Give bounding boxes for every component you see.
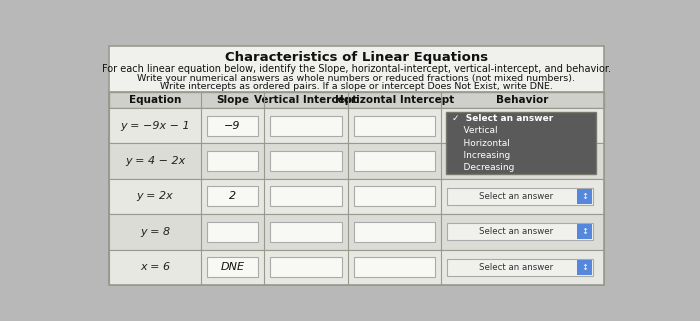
Text: Write your numerical answers as whole numbers or reduced fractions (not mixed nu: Write your numerical answers as whole nu…: [137, 74, 575, 83]
Text: Write intercepts as ordered pairs. If a slope or intercept Does Not Exist, write: Write intercepts as ordered pairs. If a …: [160, 82, 553, 91]
Bar: [207, 151, 258, 171]
Bar: [354, 116, 435, 135]
Text: Slope: Slope: [216, 95, 249, 105]
Text: ✓  Select an answer: ✓ Select an answer: [452, 114, 553, 123]
Text: y = 4 − 2x: y = 4 − 2x: [125, 156, 185, 166]
Bar: [207, 257, 258, 277]
Text: Behavior: Behavior: [496, 95, 549, 105]
Bar: [447, 223, 593, 240]
Bar: [577, 259, 592, 275]
Text: Decreasing: Decreasing: [452, 163, 514, 172]
Bar: [109, 214, 603, 249]
Bar: [354, 257, 435, 277]
Bar: [447, 259, 593, 276]
Bar: [109, 92, 603, 108]
Text: For each linear equation below, identify the Slope, horizontal-intercept, vertic: For each linear equation below, identify…: [102, 64, 611, 74]
Text: Increasing: Increasing: [452, 151, 510, 160]
Bar: [109, 92, 603, 285]
Bar: [354, 151, 435, 171]
Bar: [446, 112, 596, 174]
Text: Horizontal Intercept: Horizontal Intercept: [335, 95, 454, 105]
Bar: [270, 187, 342, 206]
Text: −9: −9: [224, 120, 241, 131]
Text: Select an answer: Select an answer: [479, 263, 553, 272]
Bar: [109, 143, 603, 179]
Bar: [270, 116, 342, 135]
Text: 2: 2: [229, 191, 236, 201]
Text: y = 8: y = 8: [140, 227, 170, 237]
Text: DNE: DNE: [220, 262, 244, 272]
Text: ↕: ↕: [581, 227, 588, 236]
Text: x = 6: x = 6: [140, 262, 170, 272]
Bar: [354, 187, 435, 206]
Text: Vertical Intercept: Vertical Intercept: [254, 95, 358, 105]
Bar: [577, 224, 592, 239]
Text: Select an answer: Select an answer: [479, 192, 553, 201]
Text: ↕: ↕: [581, 192, 588, 201]
Text: ↕: ↕: [581, 263, 588, 272]
Bar: [207, 116, 258, 135]
Bar: [109, 108, 603, 143]
Text: Characteristics of Linear Equations: Characteristics of Linear Equations: [225, 50, 488, 64]
Bar: [207, 222, 258, 242]
Text: Horizontal: Horizontal: [452, 139, 510, 148]
Bar: [270, 257, 342, 277]
Text: Vertical: Vertical: [452, 126, 498, 135]
Bar: [207, 187, 258, 206]
Bar: [354, 222, 435, 242]
Bar: [109, 249, 603, 285]
Bar: [109, 179, 603, 214]
Text: Equation: Equation: [129, 95, 181, 105]
Bar: [447, 188, 593, 205]
Text: y = 2x: y = 2x: [136, 191, 174, 201]
Text: Select an answer: Select an answer: [479, 227, 553, 236]
Text: y = −9x − 1: y = −9x − 1: [120, 120, 190, 131]
Bar: [270, 222, 342, 242]
Bar: [577, 189, 592, 204]
Bar: [270, 151, 342, 171]
